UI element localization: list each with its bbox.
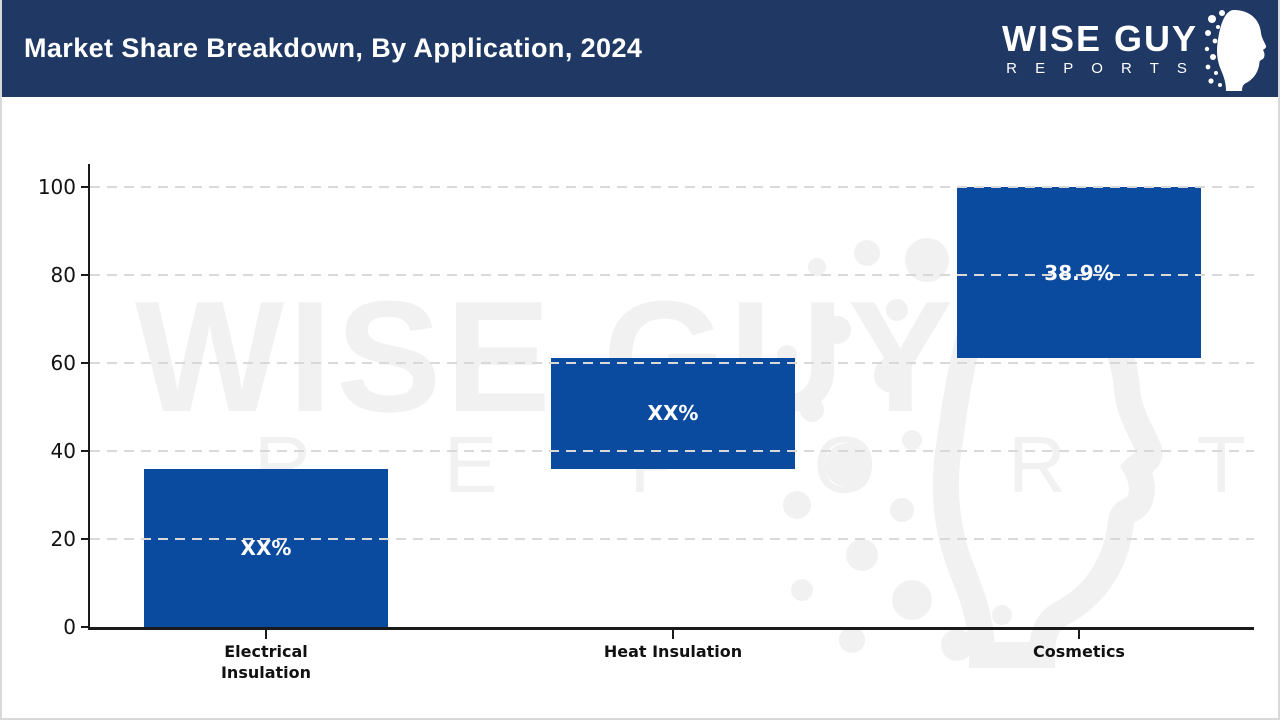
gridline-20: [90, 538, 1254, 540]
x-category-label: Cosmetics: [1033, 642, 1125, 661]
gridline-80: [90, 274, 1254, 276]
x-tick-mark: [1078, 630, 1080, 639]
y-tick-label-100: 100: [37, 175, 76, 199]
y-tick-mark-20: [81, 538, 89, 540]
y-tick-mark-100: [81, 186, 89, 188]
y-tick-mark-0: [81, 626, 89, 628]
x-category-label: Electrical Insulation: [220, 642, 312, 682]
y-tick-mark-40: [81, 450, 89, 452]
header-bar: Market Share Breakdown, By Application, …: [2, 0, 1278, 97]
y-axis-line: [88, 164, 90, 630]
y-tick-label-60: 60: [50, 351, 76, 375]
logo-wordmark: WISE GUY: [1001, 18, 1198, 59]
bar-value-label: XX%: [240, 535, 292, 560]
bar-electrical-insulation: [144, 468, 388, 627]
gridline-40: [90, 450, 1254, 452]
x-tick-mark: [672, 630, 674, 639]
gridline-60: [90, 362, 1254, 364]
bar-cosmetics: [957, 187, 1201, 359]
bar-value-label: XX%: [647, 401, 699, 426]
x-axis-line: [88, 627, 1254, 630]
watermark-dotted-head: [777, 213, 1163, 668]
y-tick-label-20: 20: [50, 527, 76, 551]
dotted-head-icon: [1204, 9, 1267, 91]
logo-text: WISE GUY R E P O R T S: [1001, 18, 1198, 77]
wise-guy-reports-logo: WISE GUY R E P O R T S: [1002, 0, 1268, 97]
gridline-100: [90, 186, 1254, 188]
logo-subtitle: R E P O R T S: [1006, 60, 1194, 77]
page-title: Market Share Breakdown, By Application, …: [24, 33, 643, 63]
bar-value-label: 38.9%: [1044, 260, 1114, 285]
x-category-label: Heat Insulation: [603, 642, 743, 661]
y-tick-label-80: 80: [50, 263, 76, 287]
y-tick-mark-60: [81, 362, 89, 364]
x-tick-mark: [265, 630, 267, 639]
y-tick-label-40: 40: [50, 439, 76, 463]
y-tick-label-0: 0: [63, 615, 76, 639]
y-tick-mark-80: [81, 274, 89, 276]
